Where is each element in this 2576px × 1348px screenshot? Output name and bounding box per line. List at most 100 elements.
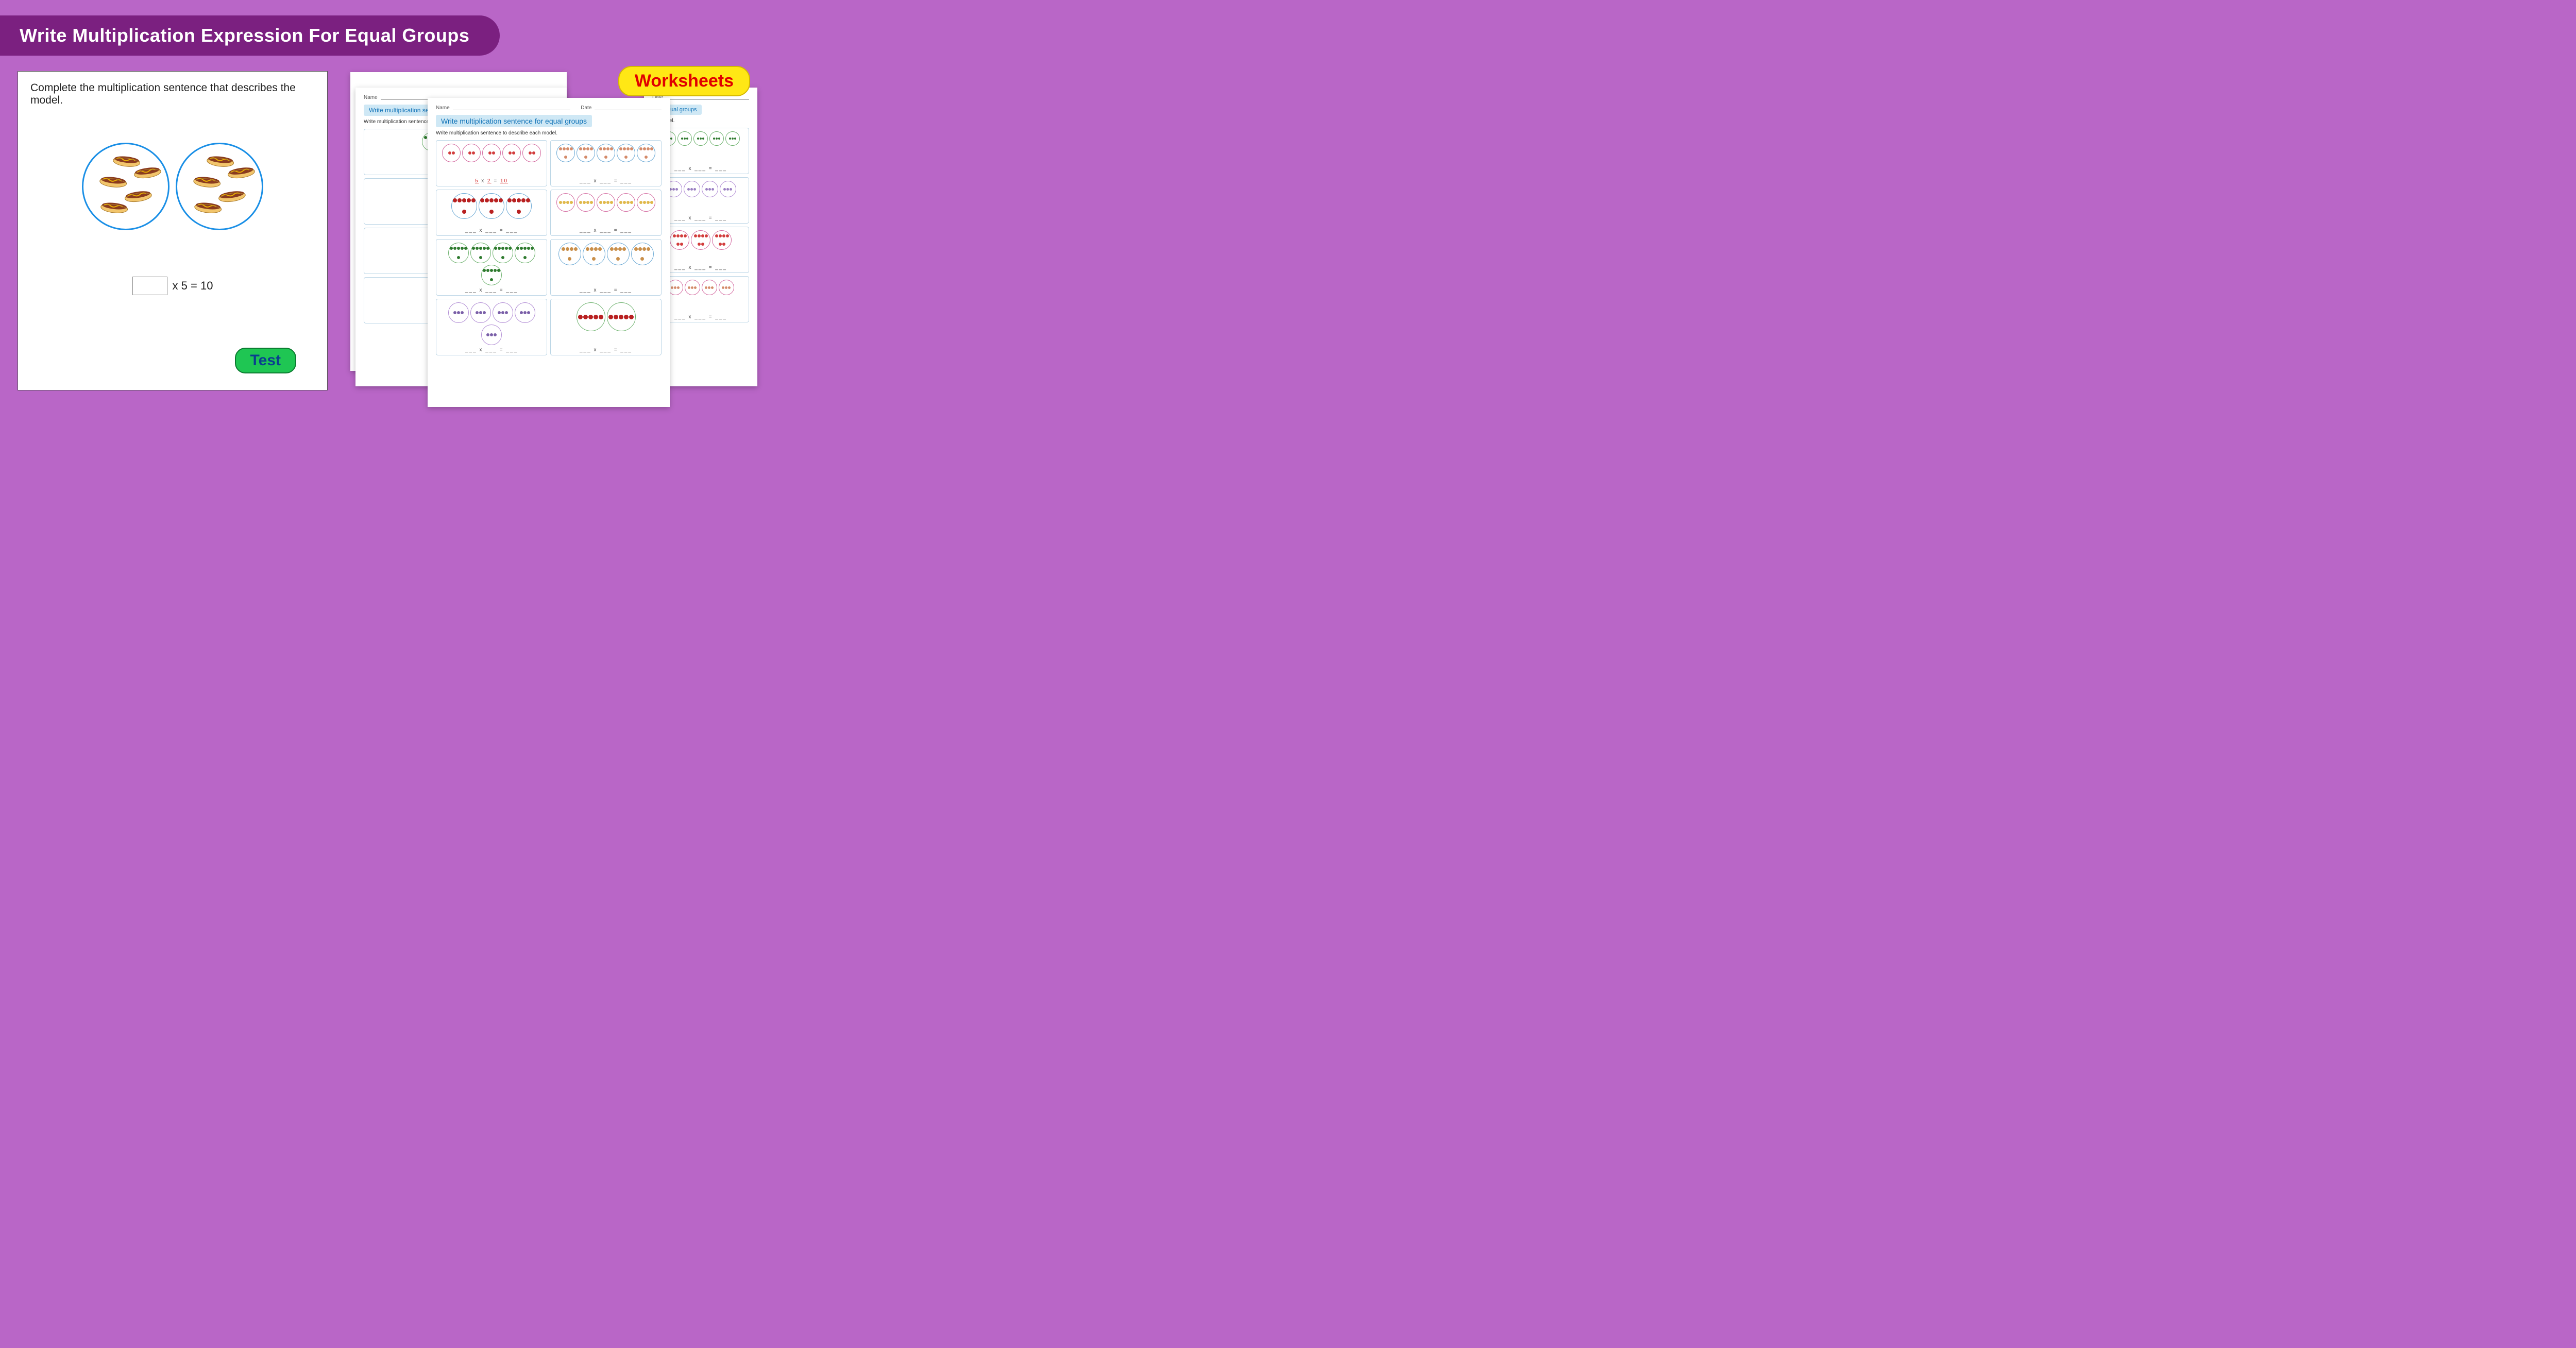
ws-item-dot <box>579 147 582 150</box>
ws-group-circle <box>684 181 700 197</box>
ws-item-dot <box>564 156 567 159</box>
ws-item-dot <box>643 201 646 204</box>
ws-item-dot <box>501 256 504 259</box>
ws-circles <box>666 181 736 197</box>
ws-circles <box>558 243 654 265</box>
ws-item-dot <box>559 201 562 204</box>
ws-equation: ___ x ___ = ___ <box>580 287 632 293</box>
ws-item-dot <box>568 257 571 261</box>
ws-item-dot <box>523 256 527 259</box>
ws-item-dot <box>647 147 650 150</box>
ws-item-dot <box>711 188 714 191</box>
ws-item-dot <box>687 188 690 191</box>
ws-item-dot <box>453 247 456 250</box>
ws-item-dot <box>583 315 588 319</box>
ws-item-dot <box>674 286 676 289</box>
ws-circles <box>662 131 740 146</box>
ws-item-dot <box>618 247 622 251</box>
ws-group-circle <box>515 302 535 323</box>
ws-item-dot <box>505 311 508 314</box>
ws-group-circle <box>709 131 724 146</box>
ws-item-dot <box>630 147 633 150</box>
ws-item-dot <box>570 201 573 204</box>
ws-group-circle <box>607 302 636 331</box>
ws-item-dot <box>715 234 718 237</box>
ws-item-dot <box>705 286 707 289</box>
ws-item-dot <box>676 243 680 246</box>
ws-circles <box>670 230 732 250</box>
ws-item-dot <box>453 198 457 202</box>
ws-item-dot <box>457 311 460 314</box>
ws-group-circle <box>720 181 736 197</box>
ws-group-circle <box>558 243 581 265</box>
ws-item-dot <box>610 147 613 150</box>
ws-group-circle <box>583 243 605 265</box>
ws-item-dot <box>489 210 494 214</box>
ws-item-dot <box>729 138 731 140</box>
ws-item-dot <box>586 247 589 251</box>
ws-group-circle <box>668 280 683 295</box>
ws-group-circle <box>617 193 635 212</box>
ws-item-dot <box>610 201 613 204</box>
ws-item-dot <box>732 138 734 140</box>
ws-item-dot <box>603 201 606 204</box>
hotdog-icon <box>193 198 223 215</box>
ws-group-circle <box>493 302 513 323</box>
ws-item-dot <box>711 286 714 289</box>
ws-group-circle <box>637 144 655 162</box>
answer-input[interactable] <box>132 277 167 295</box>
ws-item-dot <box>719 234 722 237</box>
test-button[interactable]: Test <box>235 348 296 373</box>
ws-item-dot <box>614 247 618 251</box>
ws-cell: ___ x ___ = ___ <box>436 239 547 296</box>
ws-group-circle <box>442 144 461 162</box>
ws-item-dot <box>638 247 642 251</box>
ws-item-dot <box>563 147 566 150</box>
ws-circles <box>438 302 545 345</box>
ws-item-dot <box>586 201 589 204</box>
ws-equation: ___ x ___ = ___ <box>580 228 632 233</box>
ws-group-circle <box>470 243 491 263</box>
ws-item-dot <box>480 198 484 202</box>
ws-group-circle <box>451 193 477 219</box>
ws-item-dot <box>471 198 476 202</box>
ws-group-circle <box>502 144 521 162</box>
ws-cell: ___ x ___ = ___ <box>436 299 547 355</box>
ws-item-dot <box>462 210 466 214</box>
ws-item-dot <box>516 247 519 250</box>
ws-group-circle <box>515 243 535 263</box>
ws-item-dot <box>588 315 593 319</box>
ws-item-dot <box>645 156 648 159</box>
ws-item-dot <box>616 257 620 261</box>
ws-item-dot <box>490 333 493 336</box>
ws-item-dot <box>494 247 497 250</box>
ws-item-dot <box>619 201 622 204</box>
ws-item-dot <box>462 198 466 202</box>
ws-item-dot <box>686 138 688 140</box>
ws-cell: ___ x ___ = ___ <box>436 190 547 236</box>
ws-item-dot <box>705 234 708 237</box>
hotdog-icon <box>99 198 129 215</box>
ws-group-circle <box>556 193 575 212</box>
ws-item-dot <box>701 234 704 237</box>
ws-circles <box>442 144 541 162</box>
ws-equation: ___ x ___ = ___ <box>674 166 727 172</box>
ws-item-dot <box>489 198 494 202</box>
ws-item-dot <box>485 198 489 202</box>
ws-item-dot <box>590 147 593 150</box>
ws-item-dot <box>622 247 626 251</box>
ws-item-dot <box>697 138 699 140</box>
ws-equation: ___ x ___ = ___ <box>674 314 727 320</box>
worksheets-button[interactable]: Worksheets <box>618 66 750 96</box>
ws-item-dot <box>599 315 603 319</box>
ws-item-dot <box>626 147 630 150</box>
ws-item-dot <box>490 278 493 281</box>
ws-item-dot <box>566 247 569 251</box>
ws-item-dot <box>498 311 501 314</box>
ws-header-row: Name Date <box>436 105 662 111</box>
ws-name-line <box>453 105 571 110</box>
ws-equation: ___ x ___ = ___ <box>465 347 518 353</box>
ws-item-dot <box>486 247 489 250</box>
ws-item-dot <box>691 286 693 289</box>
ws-item-dot <box>629 315 634 319</box>
